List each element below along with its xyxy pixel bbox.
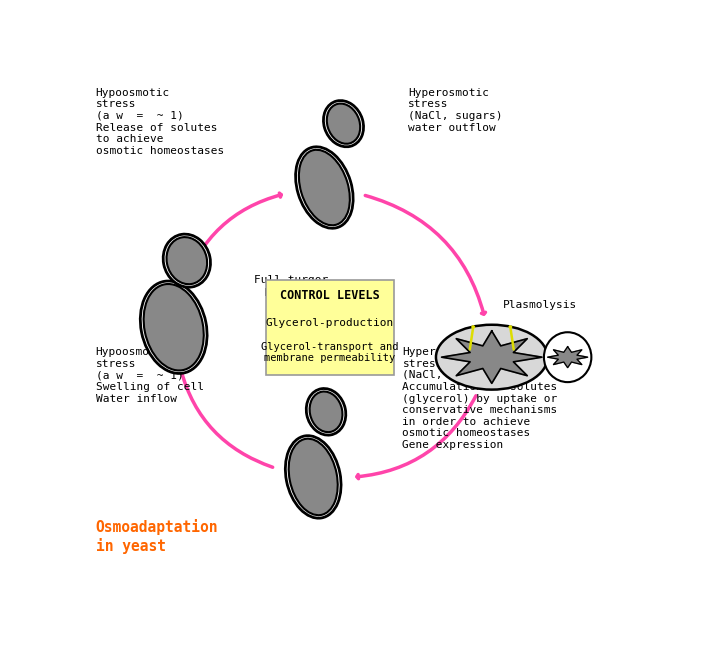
- FancyBboxPatch shape: [266, 280, 394, 375]
- Ellipse shape: [166, 237, 207, 284]
- Ellipse shape: [323, 100, 364, 146]
- Text: Glycerol-transport and
membrane permeability: Glycerol-transport and membrane permeabi…: [261, 341, 399, 363]
- Polygon shape: [441, 331, 542, 384]
- Ellipse shape: [310, 391, 343, 432]
- Text: Plasmolysis: Plasmolysis: [503, 300, 577, 310]
- Text: Osmoadaptation
in yeast: Osmoadaptation in yeast: [96, 519, 218, 554]
- Text: CONTROL LEVELS: CONTROL LEVELS: [280, 289, 380, 303]
- Ellipse shape: [296, 147, 353, 228]
- Text: Hypoosmotic
stress
(a w  =  ~ 1)
Swelling of cell
Water inflow: Hypoosmotic stress (a w = ~ 1) Swelling …: [96, 347, 204, 404]
- Text: Hyperosmotic
stress
(NaCl, sugars)
Accumulation of solutes
(glycerol) by uptake : Hyperosmotic stress (NaCl, sugars) Accum…: [402, 347, 558, 450]
- Ellipse shape: [544, 332, 591, 382]
- Ellipse shape: [289, 439, 338, 515]
- Ellipse shape: [285, 435, 341, 518]
- Text: Full turgor
pressure: Full turgor pressure: [253, 275, 328, 296]
- Ellipse shape: [143, 284, 204, 371]
- Ellipse shape: [436, 325, 547, 389]
- Ellipse shape: [140, 281, 207, 373]
- Text: Hyperosmotic
stress
(NaCl, sugars)
water outflow: Hyperosmotic stress (NaCl, sugars) water…: [408, 87, 503, 133]
- Ellipse shape: [299, 150, 350, 226]
- Text: Glycerol-production: Glycerol-production: [266, 318, 394, 328]
- Ellipse shape: [163, 234, 210, 287]
- Text: Hypoosmotic
stress
(a w  =  ~ 1)
Release of solutes
to achieve
osmotic homeostas: Hypoosmotic stress (a w = ~ 1) Release o…: [96, 87, 224, 156]
- Ellipse shape: [306, 389, 346, 435]
- Ellipse shape: [327, 104, 360, 144]
- Polygon shape: [547, 347, 588, 367]
